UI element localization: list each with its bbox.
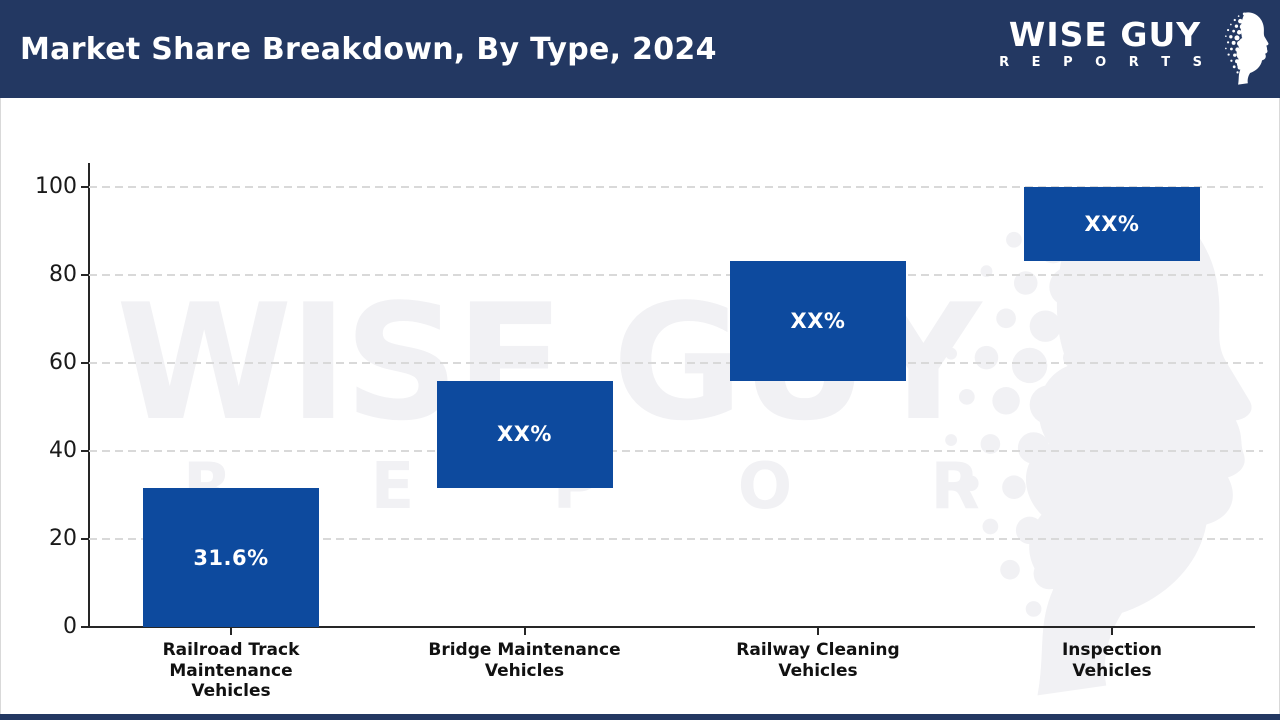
x-category-label-line: Railroad Track — [162, 640, 300, 660]
x-category-label-line: Vehicles — [191, 681, 271, 701]
y-tick-label: 100 — [35, 174, 77, 200]
x-axis-line — [88, 626, 1255, 628]
header-bar: Market Share Breakdown, By Type, 2024 WI… — [0, 0, 1280, 98]
x-category-label-line: Vehicles — [778, 660, 858, 681]
y-tick-label: 40 — [49, 438, 77, 464]
x-category-label: Inspection Vehicles — [982, 640, 1242, 681]
x-category-label-line: Vehicles — [1072, 660, 1152, 681]
x-axis-tick — [817, 628, 819, 635]
y-axis-tick — [81, 186, 88, 189]
wise-guy-reports-logo: WISE GUY R E P O R T S — [999, 0, 1273, 98]
bar-segment: XX% — [730, 260, 906, 381]
x-axis-tick — [230, 628, 232, 635]
plot: 0 20 40 60 80 100 31.6% Railroad Track Maintenan… — [1, 98, 1279, 714]
y-axis-tick — [81, 450, 88, 453]
logo-sub-text: R E P O R T S — [999, 55, 1211, 70]
bar-value-label: XX% — [1084, 211, 1140, 236]
gridline — [89, 362, 1263, 365]
y-tick-label: 80 — [49, 262, 77, 288]
x-axis-tick — [523, 628, 526, 635]
x-axis-tick — [1111, 628, 1113, 635]
bar-value-label: XX% — [497, 422, 552, 447]
y-axis-tick — [81, 362, 88, 365]
x-category-label: Bridge Maintenance Vehicles — [395, 640, 655, 681]
logo-head-icon — [1211, 10, 1273, 88]
y-axis-line — [88, 163, 90, 628]
bar-segment: XX% — [436, 380, 613, 488]
x-category-label-line: Railway Cleaning — [736, 640, 900, 660]
bar-value-label: XX% — [790, 308, 846, 333]
x-category-label: Railway Cleaning Vehicles — [688, 640, 948, 681]
x-category-label-line: Inspection — [1061, 640, 1163, 660]
chart-area: WISE GUY R E P O R T S 02040608010031.6%… — [0, 98, 1280, 714]
logo-name-text: WISE GUY — [1008, 15, 1202, 54]
bar-segment: 31.6% — [143, 488, 319, 627]
x-category-label: Railroad Track Maintenance Vehicles — [101, 640, 361, 702]
y-tick-label: 20 — [49, 526, 77, 552]
y-axis-tick — [81, 626, 88, 628]
x-category-label-line: Vehicles — [484, 660, 565, 681]
logo-text: WISE GUY R E P O R T S — [999, 15, 1211, 71]
gridline — [89, 274, 1263, 277]
bar-segment: XX% — [1024, 187, 1200, 261]
gridline — [89, 538, 1263, 541]
gridline — [89, 186, 1263, 189]
bar-value-label: 31.6% — [193, 545, 269, 570]
footer-bar — [0, 714, 1280, 720]
x-category-label-line: Maintenance — [169, 660, 293, 681]
page-title: Market Share Breakdown, By Type, 2024 — [20, 31, 717, 67]
y-tick-label: 60 — [49, 350, 77, 376]
gridline — [89, 450, 1263, 453]
y-axis-tick — [81, 538, 88, 541]
y-tick-label: 0 — [63, 614, 77, 639]
y-axis-tick — [81, 274, 88, 277]
x-category-label-line: Bridge Maintenance — [428, 640, 621, 660]
